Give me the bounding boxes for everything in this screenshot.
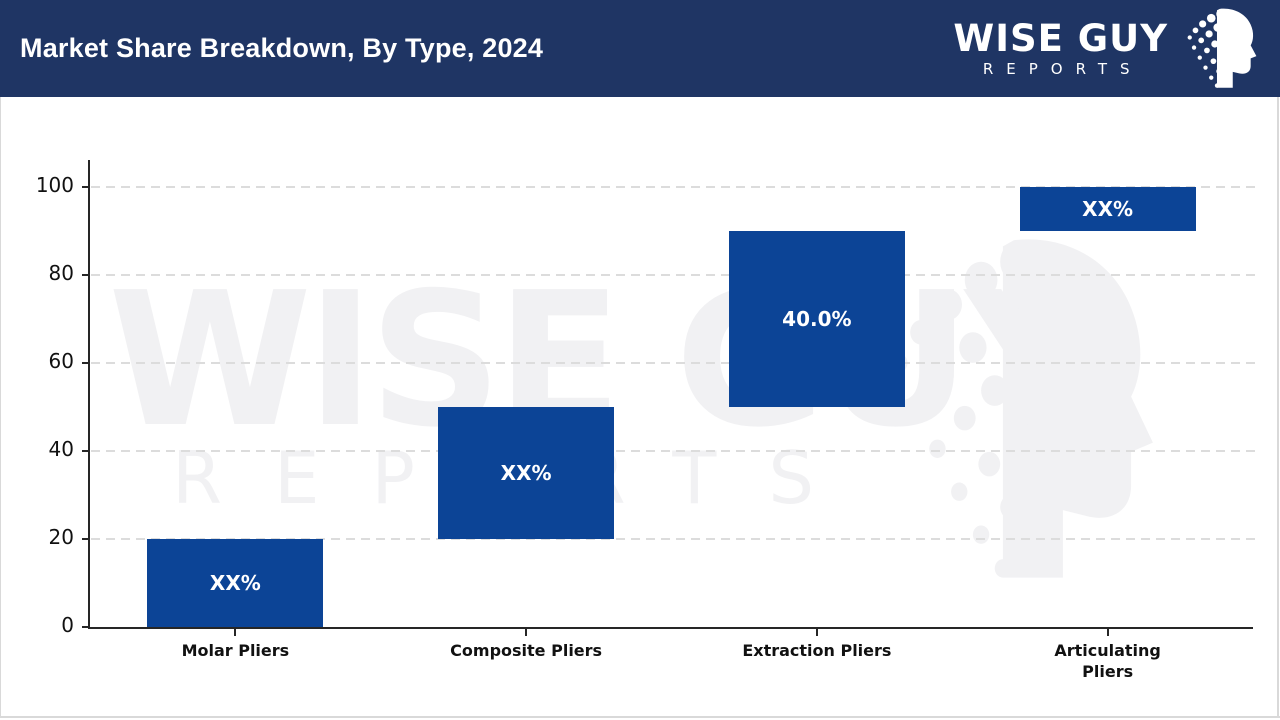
x-tick-mark [234, 628, 237, 636]
y-axis-line [88, 160, 90, 629]
y-tick-label: 0 [61, 613, 74, 637]
x-axis-line [88, 627, 1253, 629]
gridline [91, 450, 1258, 452]
bar-value-label: 40.0% [782, 307, 852, 331]
bar [728, 231, 905, 407]
y-tick-mark [82, 274, 89, 276]
gridline [91, 538, 1258, 540]
gridline [91, 362, 1258, 364]
bar [1019, 187, 1196, 231]
page-title: Market Share Breakdown, By Type, 2024 [20, 33, 544, 63]
x-category-label: Molar Pliers [181, 641, 290, 660]
frame-border-left [0, 97, 1, 718]
logo-wordmark: WISE GUY [953, 16, 1168, 60]
y-tick-label: 100 [35, 173, 74, 197]
y-tick-mark [82, 362, 89, 364]
y-tick-label: 60 [48, 349, 74, 373]
y-tick-label: 40 [48, 437, 74, 461]
bar-value-label: XX% [500, 461, 552, 485]
gridline [91, 274, 1258, 276]
logo-text: WISE GUY REPORTS [953, 20, 1168, 78]
y-tick-mark [82, 186, 89, 188]
gridline [91, 186, 1258, 188]
frame-border-bottom [0, 716, 1280, 718]
wiseguy-logo: WISE GUY REPORTS [953, 6, 1272, 92]
bar-value-label: XX% [209, 571, 261, 595]
y-tick-mark [82, 538, 89, 540]
y-tick-mark [82, 450, 89, 452]
header: Market Share Breakdown, By Type, 2024 WI… [0, 0, 1280, 97]
x-tick-mark [1106, 628, 1109, 636]
bar [438, 407, 615, 539]
y-tick-mark [82, 626, 89, 628]
x-category-label: Composite Pliers [450, 641, 603, 660]
y-tick-label: 80 [48, 261, 74, 285]
logo-subtitle: REPORTS [982, 59, 1143, 78]
x-tick-mark [815, 628, 818, 636]
wiseguy-face-icon [1187, 8, 1257, 88]
bar-value-label: XX% [1082, 197, 1134, 221]
bar [147, 539, 324, 627]
x-category-label: Extraction Pliers [742, 641, 892, 660]
y-tick-label: 20 [48, 525, 74, 549]
x-category-label: Articulating Pliers [1054, 641, 1161, 681]
frame-border-right [1277, 97, 1279, 718]
x-tick-mark [525, 628, 528, 636]
